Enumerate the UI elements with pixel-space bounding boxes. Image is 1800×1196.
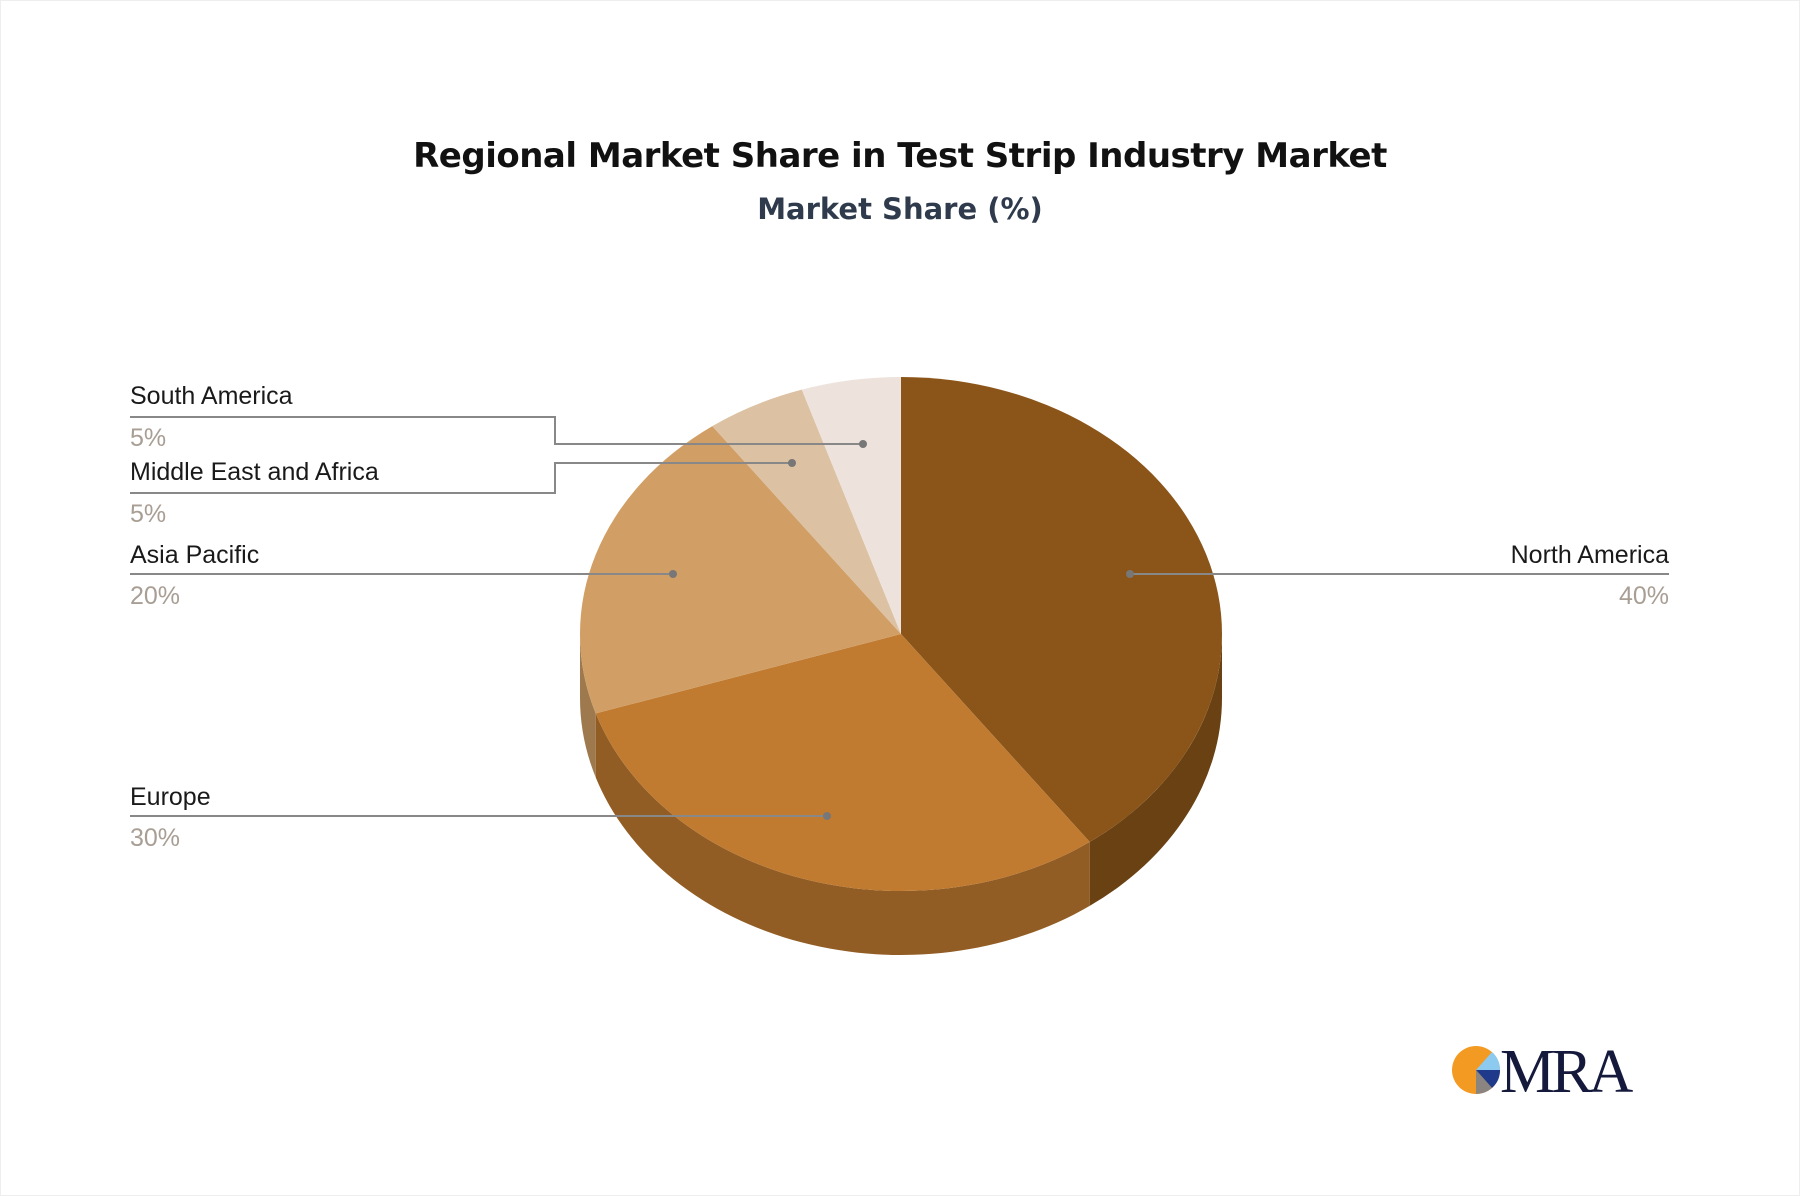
pie-slice-south-america[interactable] bbox=[801, 377, 901, 634]
slice-label-south-america: South America bbox=[130, 382, 293, 410]
pie-slice-europe[interactable] bbox=[595, 634, 1090, 891]
pie-slice-middle-east-and-africa[interactable] bbox=[712, 389, 901, 634]
logo-text: MRA bbox=[1500, 1040, 1633, 1100]
slice-pct-middle-east-and-africa: 5% bbox=[130, 500, 166, 528]
slice-pct-asia-pacific: 20% bbox=[130, 582, 180, 610]
pie-side-north-america bbox=[1089, 634, 1222, 906]
leader-line-south-america bbox=[130, 416, 863, 445]
slice-label-europe: Europe bbox=[130, 783, 211, 811]
slice-label-middle-east-and-africa: Middle East and Africa bbox=[130, 458, 379, 486]
chart-title: Regional Market Share in Test Strip Indu… bbox=[413, 136, 1387, 176]
pie-slice-north-america[interactable] bbox=[901, 377, 1222, 842]
leader-dot-europe bbox=[823, 812, 831, 820]
leader-dot-north-america bbox=[1126, 570, 1134, 578]
leader-dot-south-america bbox=[859, 440, 867, 448]
pie-side-europe bbox=[595, 713, 1090, 955]
slice-pct-north-america: 40% bbox=[1619, 582, 1669, 610]
mra-logo: MRA bbox=[1452, 1040, 1637, 1100]
slice-label-asia-pacific: Asia Pacific bbox=[130, 541, 259, 569]
leader-line-middle-east-and-africa bbox=[130, 462, 792, 494]
slice-pct-europe: 30% bbox=[130, 824, 180, 852]
leader-dot-asia-pacific bbox=[669, 570, 677, 578]
pie-side-asia-pacific bbox=[580, 634, 596, 778]
slice-label-north-america: North America bbox=[1511, 541, 1669, 569]
slice-pct-south-america: 5% bbox=[130, 424, 166, 452]
chart-subtitle: Market Share (%) bbox=[757, 192, 1043, 226]
leader-dot-middle-east-and-africa bbox=[788, 459, 796, 467]
pie-slice-asia-pacific[interactable] bbox=[580, 426, 901, 714]
